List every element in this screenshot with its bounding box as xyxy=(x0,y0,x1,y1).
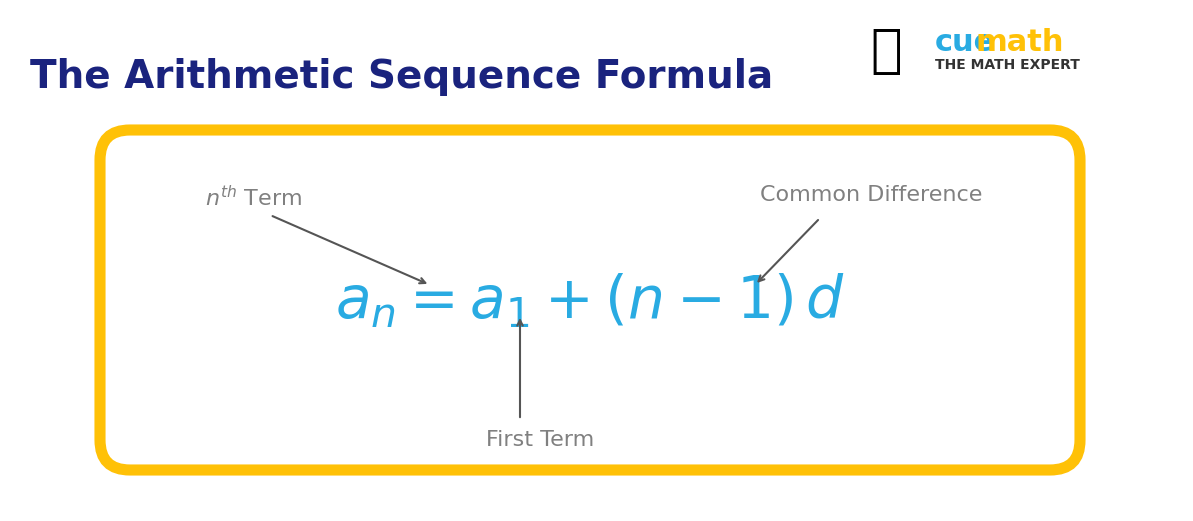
Text: Common Difference: Common Difference xyxy=(760,185,982,205)
Text: $n^{th}$ Term: $n^{th}$ Term xyxy=(205,185,302,210)
Text: First Term: First Term xyxy=(486,430,594,450)
FancyBboxPatch shape xyxy=(100,130,1080,470)
Text: $a_n = a_1 + (n - 1)\, d$: $a_n = a_1 + (n - 1)\, d$ xyxy=(335,271,845,329)
Text: math: math xyxy=(975,28,1063,57)
Text: cue: cue xyxy=(935,28,995,57)
Text: 🚀: 🚀 xyxy=(870,25,902,77)
Text: The Arithmetic Sequence Formula: The Arithmetic Sequence Formula xyxy=(30,58,773,96)
Text: THE MATH EXPERT: THE MATH EXPERT xyxy=(935,58,1080,72)
